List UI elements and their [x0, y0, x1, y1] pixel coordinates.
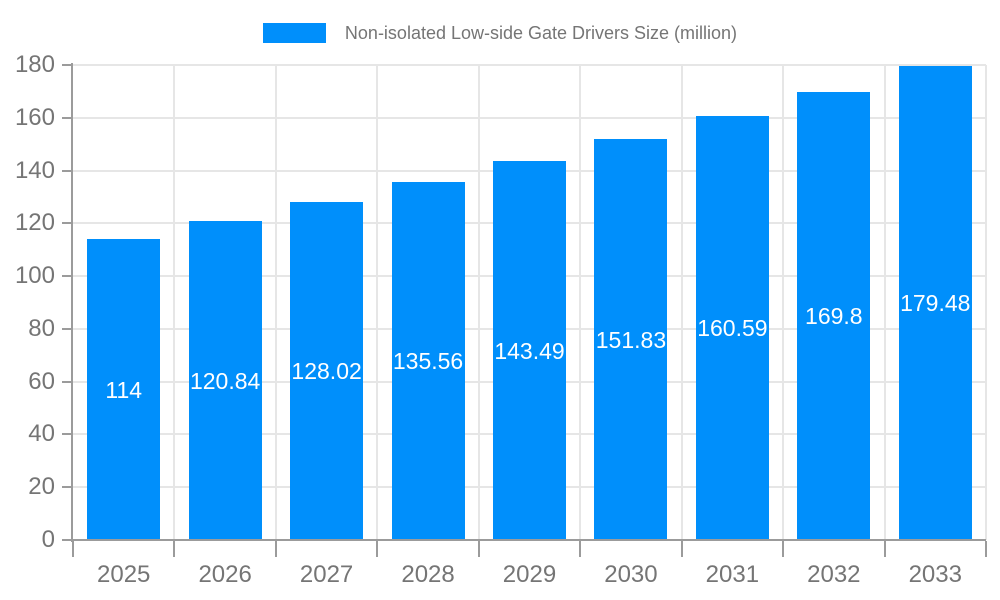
x-axis-label: 2033 [908, 561, 962, 588]
x-axis-label: 2031 [705, 561, 760, 588]
gridline-horizontal [73, 64, 986, 66]
bar-2026 [188, 221, 262, 540]
gridline-vertical [173, 65, 176, 540]
y-axis-label: 100 [14, 262, 55, 290]
y-axis-tick [62, 433, 71, 436]
x-axis-label: 2032 [807, 561, 861, 588]
gridline-horizontal [73, 116, 986, 119]
x-axis-label: 2028 [401, 561, 455, 588]
bar-2027 [290, 202, 364, 540]
y-axis-tick [62, 327, 71, 330]
y-axis-tick [62, 380, 71, 383]
x-axis-tick [274, 541, 277, 557]
bar-2029 [493, 161, 566, 540]
x-axis-tick [477, 541, 480, 557]
x-axis-label: 2027 [299, 561, 354, 588]
x-axis-tick [72, 541, 74, 557]
y-axis-label: 0 [41, 526, 55, 553]
y-axis-line [71, 63, 73, 542]
x-axis-label: 2029 [502, 561, 557, 588]
legend-label: Non-isolated Low-side Gate Drivers Size … [344, 22, 738, 43]
y-axis-tick [62, 64, 71, 66]
gridline-vertical [680, 65, 683, 540]
gridline-vertical [883, 65, 886, 540]
bar-2025 [87, 239, 161, 540]
y-axis-label: 80 [28, 314, 55, 342]
x-axis-tick [376, 541, 379, 557]
x-axis-tick [985, 541, 987, 557]
gridline-vertical [985, 65, 987, 540]
y-axis-tick [62, 222, 71, 225]
bar-value-label: 151.83 [595, 326, 667, 353]
x-axis-tick [579, 541, 582, 557]
bar-2031 [695, 116, 769, 540]
x-axis-label: 2025 [97, 561, 151, 588]
bar-2032 [797, 91, 871, 540]
bar-value-label: 135.56 [392, 348, 464, 375]
y-axis-label: 120 [14, 209, 55, 237]
x-axis-tick [173, 541, 176, 557]
y-axis-tick [62, 116, 71, 119]
y-axis-label: 40 [28, 420, 55, 448]
bar-value-label: 114 [105, 376, 143, 403]
y-axis-tick [62, 539, 71, 541]
gridline-vertical [579, 65, 582, 540]
gridline-vertical [782, 65, 785, 540]
bar-2030 [594, 139, 668, 540]
x-axis-tick [883, 541, 886, 557]
gridline-vertical [274, 65, 277, 540]
gridline-vertical [376, 65, 379, 540]
gridline-vertical [477, 65, 480, 540]
y-axis-label: 60 [28, 367, 55, 395]
x-axis-tick [680, 541, 683, 557]
bar-value-label: 179.48 [900, 290, 971, 317]
chart-legend[interactable]: Non-isolated Low-side Gate Drivers Size … [0, 16, 1000, 50]
bar-value-label: 160.59 [697, 315, 768, 342]
y-axis-label: 140 [14, 156, 55, 184]
bar-value-label: 169.8 [805, 302, 863, 329]
y-axis-tick [62, 169, 71, 172]
x-axis-label: 2030 [604, 561, 658, 588]
legend-swatch-icon [262, 23, 326, 43]
x-axis-label: 2026 [198, 561, 252, 588]
x-axis-line [73, 539, 986, 541]
y-axis-label: 20 [28, 473, 55, 501]
bar-value-label: 128.02 [291, 358, 362, 385]
bar-value-label: 120.84 [189, 367, 261, 394]
bar-2028 [391, 182, 465, 540]
bar-value-label: 143.49 [494, 337, 565, 364]
y-axis-label: 180 [14, 51, 55, 78]
bar-2033 [898, 66, 972, 540]
y-axis-tick [62, 275, 71, 278]
y-axis-label: 160 [14, 103, 55, 131]
x-axis-tick [782, 541, 785, 557]
y-axis-tick [62, 486, 71, 489]
